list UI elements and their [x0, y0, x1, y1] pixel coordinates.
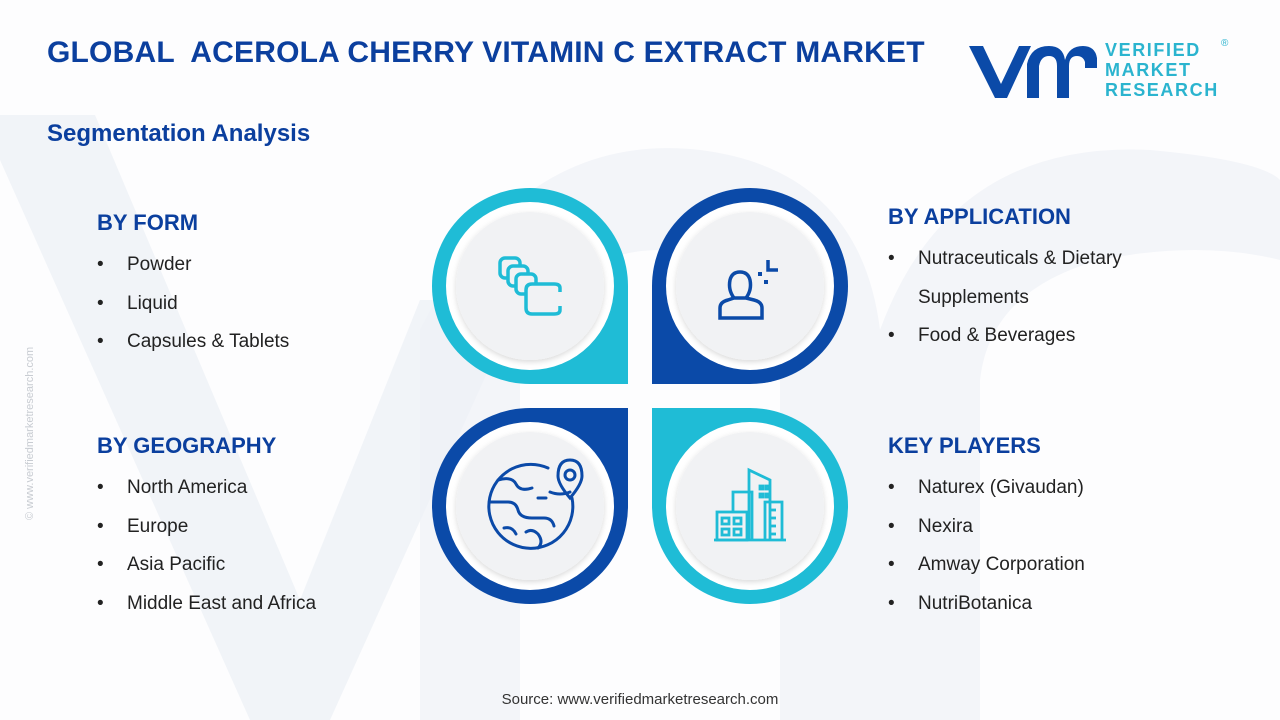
logo-line-research: RESEARCH: [1105, 80, 1219, 100]
bullet: •: [97, 331, 104, 352]
segment-list: • Powder • Liquid • Capsules & Tablets: [97, 246, 289, 362]
bullet: •: [888, 248, 895, 269]
side-watermark-text: © www.verifiedmarketresearch.com: [24, 346, 36, 520]
bullet: •: [888, 477, 895, 498]
bullet: •: [97, 515, 104, 537]
logo-line-market: MARKET: [1105, 60, 1192, 80]
bullet: •: [97, 254, 104, 275]
item-label: Asia Pacific: [127, 554, 226, 575]
list-item: • Liquid: [97, 285, 289, 324]
vmr-logo: VERIFIED MARKET RESEARCH ®: [965, 38, 1235, 102]
section-heading: KEY PLAYERS: [888, 433, 1041, 458]
segment-list: • Naturex (Givaudan) • Nexira • Amway Corpo…: [888, 469, 1085, 623]
logo-line-verified: VERIFIED: [1105, 40, 1201, 60]
bullet: •: [97, 592, 104, 614]
page-title: GLOBAL ACEROLA CHERRY VITAMIN C EXTRACT …: [47, 36, 925, 69]
section-heading: BY APPLICATION: [888, 204, 1071, 229]
segmentation-diagram: [432, 188, 848, 604]
item-label: Food & Beverages: [918, 325, 1076, 346]
list-item: • NutriBotanica: [888, 585, 1085, 624]
buildings-icon: [714, 467, 786, 542]
petal-geography: [432, 408, 628, 604]
item-label: Capsules & Tablets: [127, 331, 290, 352]
bullet: •: [888, 325, 895, 346]
list-item: • Middle East and Africa: [97, 585, 316, 624]
page-subtitle: Segmentation Analysis: [47, 120, 311, 147]
bullet: •: [97, 477, 104, 498]
globe-location-icon: [487, 458, 584, 550]
item-label: Naturex (Givaudan): [918, 477, 1084, 498]
item-label: Nutraceuticals & Dietary Supplements: [918, 248, 1122, 308]
section-heading: BY FORM: [97, 210, 199, 235]
list-item: • Powder: [97, 246, 289, 285]
item-label: Powder: [127, 254, 192, 275]
section-by-geography: BY GEOGRAPHY • North America • Europe • Asi…: [97, 433, 316, 623]
section-heading: BY GEOGRAPHY: [97, 433, 277, 458]
list-item: • Naturex (Givaudan): [888, 469, 1085, 508]
item-label: North America: [127, 477, 248, 498]
item-label: Liquid: [127, 292, 178, 314]
bullet: •: [97, 292, 104, 314]
item-label: Nexira: [918, 515, 973, 537]
item-label: NutriBotanica: [918, 592, 1033, 614]
bullet: •: [888, 515, 895, 537]
section-by-application: BY APPLICATION • Nutraceuticals & Dietary…: [888, 204, 1168, 356]
list-item: • Nexira: [888, 508, 1085, 547]
source-footer: Source: www.verifiedmarketresearch.com: [501, 691, 779, 708]
list-item: • Asia Pacific: [97, 546, 316, 585]
list-item: • Food & Beverages: [888, 317, 1168, 356]
vmr-logo-mark-icon: [969, 46, 1097, 98]
list-item: • Europe: [97, 508, 316, 547]
list-item: • Amway Corporation: [888, 546, 1085, 585]
section-by-form: BY FORM • Powder • Liquid • Capsules & Tabl…: [97, 210, 289, 362]
bullet: •: [97, 554, 104, 575]
list-item: • Capsules & Tablets: [97, 323, 289, 362]
item-label: Amway Corporation: [918, 554, 1085, 575]
capsules-icon: [498, 256, 562, 316]
segment-list: • Nutraceuticals & Dietary Supplements • F…: [888, 240, 1168, 356]
list-item: • North America: [97, 469, 316, 508]
segment-list: • North America • Europe • Asia Pacific • Mi…: [97, 469, 316, 623]
section-key-players: KEY PLAYERS • Naturex (Givaudan) • Nexira …: [888, 433, 1085, 623]
bullet: •: [888, 554, 895, 575]
user-application-icon: [718, 260, 778, 320]
logo-text: VERIFIED MARKET RESEARCH: [1105, 40, 1219, 100]
item-label: Middle East and Africa: [127, 592, 317, 614]
item-label: Europe: [127, 515, 189, 537]
list-item: • Nutraceuticals & Dietary Supplements: [888, 240, 1168, 317]
registered-mark: ®: [1221, 38, 1229, 49]
bullet: •: [888, 592, 895, 614]
